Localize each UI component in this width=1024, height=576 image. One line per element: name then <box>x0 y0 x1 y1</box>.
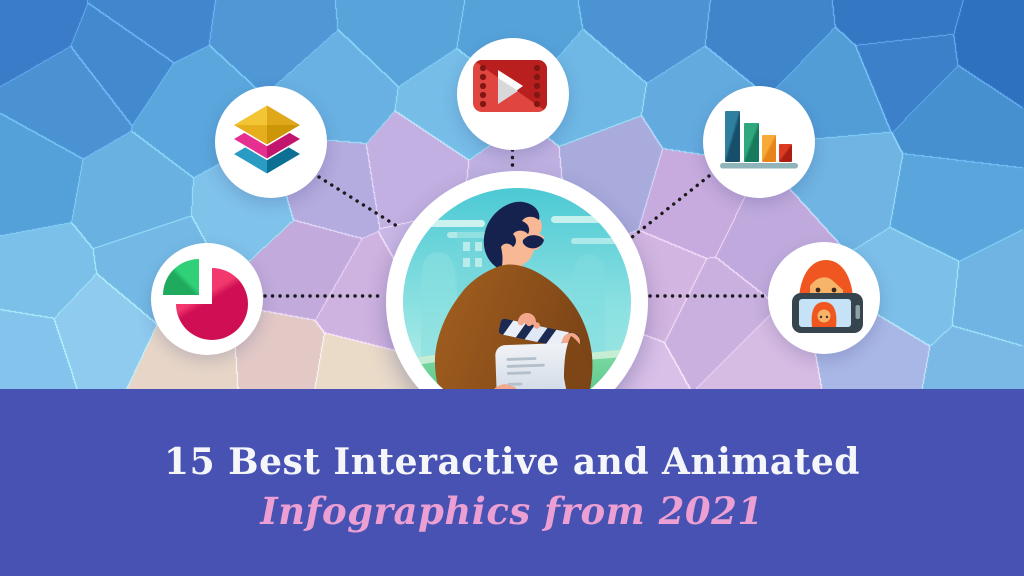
video-bubble <box>457 38 569 150</box>
banner-title-line1: 15 Best Interactive and Animated <box>164 441 860 483</box>
presenter-with-clapperboard-illustration <box>403 188 631 416</box>
layers-icon <box>231 103 303 174</box>
video-player-icon <box>473 60 547 112</box>
selfie-camera-icon <box>792 260 863 333</box>
pie-chart-bubble <box>151 243 263 355</box>
selfie-bubble <box>768 242 880 354</box>
title-banner: 15 Best Interactive and Animated Infogra… <box>0 389 1024 576</box>
pie-chart-icon <box>163 259 248 340</box>
bar-chart-bubble <box>703 86 815 198</box>
bar-chart-icon <box>720 111 798 169</box>
connector-upper-right <box>629 174 711 240</box>
layers-bubble <box>215 86 327 198</box>
banner-title-line2: Infographics from 2021 <box>260 488 764 533</box>
connector-upper-left <box>317 175 402 230</box>
